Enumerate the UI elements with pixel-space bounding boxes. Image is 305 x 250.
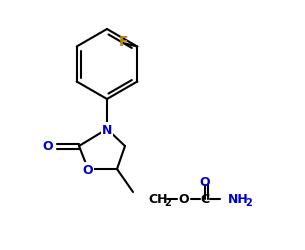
Text: 2: 2 (164, 197, 171, 207)
Text: F: F (119, 35, 128, 49)
Text: O: O (83, 163, 93, 176)
Text: C: C (200, 193, 210, 206)
Text: O: O (200, 175, 210, 188)
Text: O: O (43, 140, 53, 153)
Text: CH: CH (148, 193, 167, 206)
Text: 2: 2 (245, 197, 252, 207)
Text: N: N (102, 123, 112, 136)
Text: O: O (179, 193, 189, 206)
Text: NH: NH (228, 193, 249, 206)
